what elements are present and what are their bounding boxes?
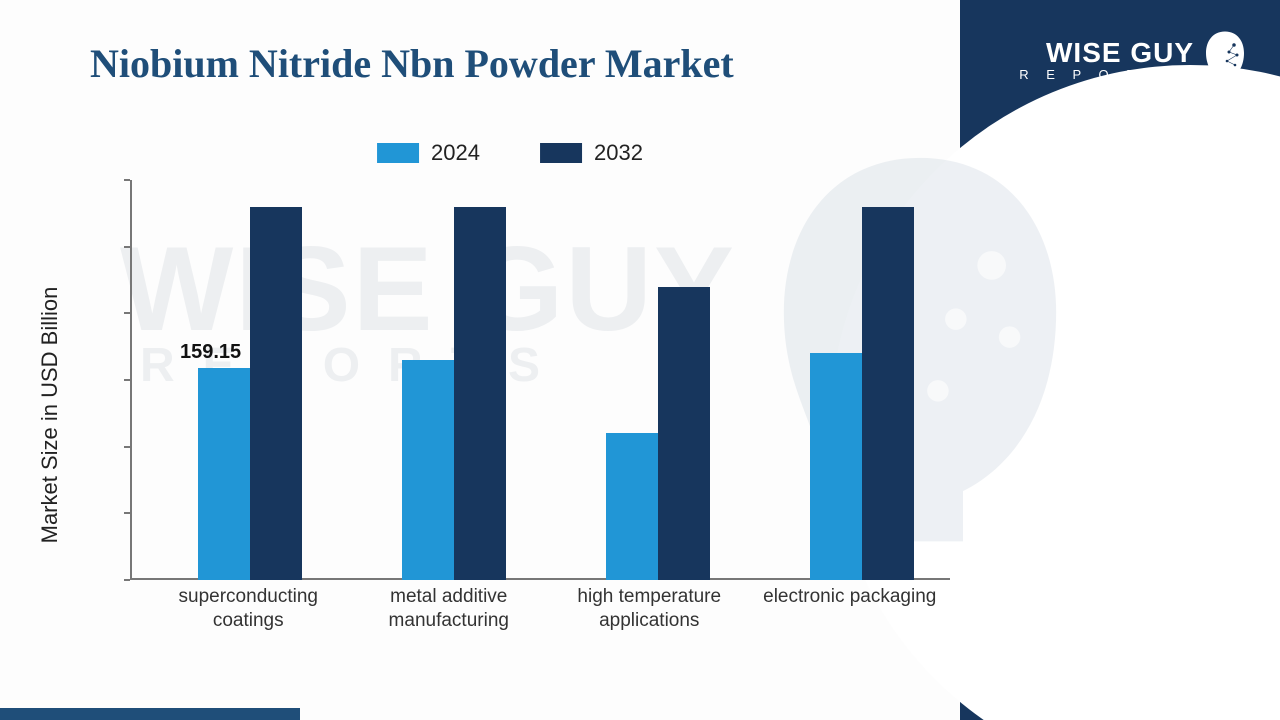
bar	[402, 360, 454, 580]
bar-group	[402, 207, 506, 580]
category-label: metal additive manufacturing	[349, 585, 550, 633]
bar-value-label: 159.15	[180, 341, 241, 364]
bar-group	[810, 207, 914, 580]
legend-item-2024: 2024	[377, 140, 480, 166]
y-tick	[124, 446, 130, 448]
brand-logo: WISE GUY R E P O R T S	[1019, 28, 1250, 90]
category-label: electronic packaging	[750, 585, 951, 633]
brand-line2: R E P O R T S	[1019, 67, 1194, 82]
y-tick	[124, 246, 130, 248]
bar	[198, 368, 250, 580]
bar	[250, 207, 302, 580]
bar	[862, 207, 914, 580]
legend-label-2024: 2024	[431, 140, 480, 166]
chart-area: Market Size in USD Billion 2024 2032 159…	[60, 150, 960, 680]
y-tick	[124, 579, 130, 581]
category-labels: superconducting coatingsmetal additive m…	[130, 585, 950, 633]
category-label: high temperature applications	[549, 585, 750, 633]
category-label: superconducting coatings	[148, 585, 349, 633]
brand-line1: WISE GUY	[1019, 37, 1194, 69]
plot: 159.15	[130, 180, 950, 580]
legend: 2024 2032	[377, 140, 643, 166]
brand-head-icon	[1200, 28, 1250, 90]
bar	[606, 433, 658, 580]
y-tick	[124, 312, 130, 314]
legend-swatch-2024	[377, 143, 419, 163]
bar	[658, 287, 710, 580]
bar-group	[606, 287, 710, 580]
y-axis-label: Market Size in USD Billion	[37, 287, 63, 544]
bar-group	[198, 207, 302, 580]
page: WISE GUY REPORTS WISE GUY R E P O R T S …	[0, 0, 1280, 720]
y-axis-line	[130, 180, 132, 580]
bar	[810, 353, 862, 580]
y-tick	[124, 179, 130, 181]
y-tick	[124, 379, 130, 381]
bottom-accent-bar	[0, 708, 300, 720]
legend-item-2032: 2032	[540, 140, 643, 166]
page-title: Niobium Nitride Nbn Powder Market	[90, 40, 734, 87]
bar	[454, 207, 506, 580]
legend-label-2032: 2032	[594, 140, 643, 166]
y-tick	[124, 512, 130, 514]
legend-swatch-2032	[540, 143, 582, 163]
